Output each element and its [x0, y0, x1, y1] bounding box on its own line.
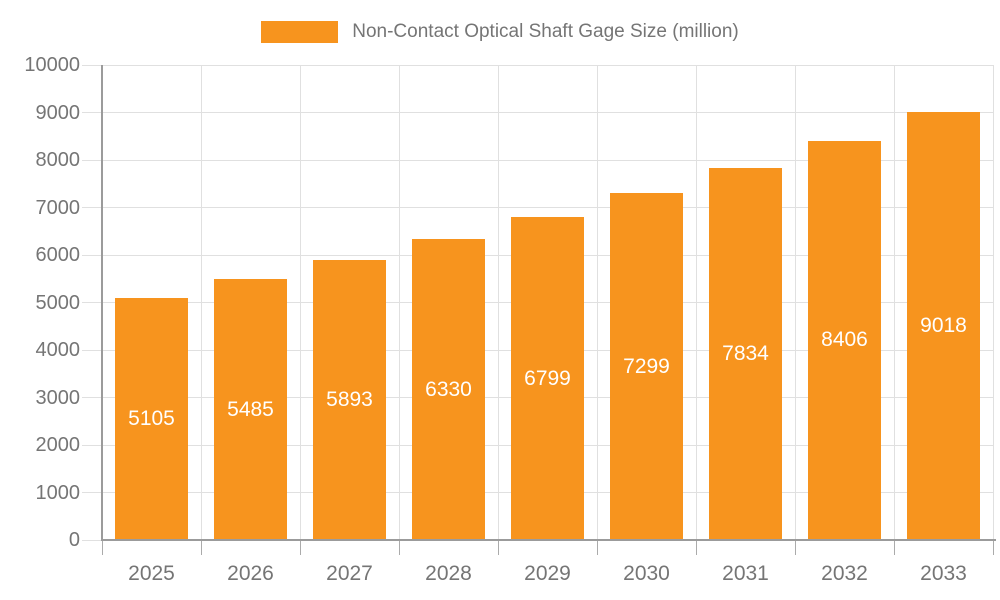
- gridline-vertical: [299, 65, 301, 540]
- gridline-vertical: [200, 65, 202, 540]
- y-axis-tick-label: 6000: [35, 244, 81, 266]
- x-axis-tick-label: 2032: [821, 562, 868, 585]
- y-axis-tick-mark: [82, 302, 102, 303]
- y-axis-tick-mark: [82, 207, 102, 208]
- y-axis-tick-label: 2000: [35, 434, 81, 456]
- bar-2029[interactable]: [511, 217, 584, 539]
- bar-2025[interactable]: [115, 297, 188, 539]
- bar-2027[interactable]: [313, 260, 386, 539]
- y-axis-tick-label: 8000: [35, 149, 81, 171]
- legend-label: Non-Contact Optical Shaft Gage Size (mil…: [352, 21, 739, 42]
- x-axis-tick-label: 2031: [722, 562, 769, 585]
- gridline-horizontal: [102, 112, 993, 113]
- x-axis-tick-mark: [992, 540, 994, 555]
- y-axis-tick-label: 10000: [24, 54, 80, 76]
- bar-2030[interactable]: [610, 193, 683, 539]
- x-axis-tick-label: 2029: [524, 562, 571, 585]
- y-axis-tick-label: 1000: [35, 481, 81, 504]
- y-axis-tick-mark: [82, 64, 102, 66]
- y-axis-tick-mark: [82, 159, 102, 161]
- x-axis-tick-label: 2030: [623, 562, 670, 585]
- y-axis-tick-label: 7000: [35, 196, 81, 219]
- gridline-vertical: [893, 65, 895, 540]
- y-axis-tick-mark: [82, 444, 102, 446]
- y-axis-tick-mark: [82, 539, 102, 541]
- y-axis-tick-label: 3000: [35, 386, 81, 409]
- gridline-horizontal: [102, 207, 993, 208]
- bar-2026[interactable]: [214, 279, 287, 539]
- x-axis-tick-mark: [695, 540, 697, 555]
- y-axis-tick-mark: [82, 349, 102, 351]
- x-axis-tick-mark: [299, 540, 301, 555]
- legend-item[interactable]: Non-Contact Optical Shaft Gage Size (mil…: [0, 14, 1000, 50]
- x-axis-line: [101, 539, 996, 541]
- x-axis-tick-mark: [794, 540, 796, 555]
- y-axis-tick-label: 5000: [35, 291, 81, 314]
- x-axis-tick-mark: [893, 540, 895, 555]
- bar-2033[interactable]: [907, 111, 980, 539]
- x-axis-tick-mark: [497, 540, 499, 555]
- x-axis-tick-label: 2026: [227, 562, 274, 585]
- x-axis-tick-label: 2027: [326, 562, 373, 585]
- y-axis-line: [101, 65, 103, 540]
- y-axis-tick-label: 9000: [35, 101, 81, 124]
- gridline-vertical: [596, 65, 598, 540]
- x-axis-tick-mark: [596, 540, 598, 555]
- bar-2028[interactable]: [412, 239, 485, 539]
- gridline-vertical: [992, 65, 994, 540]
- x-axis-tick-mark: [101, 540, 103, 555]
- gridline-vertical: [497, 65, 499, 540]
- y-axis-tick-label: 0: [68, 529, 80, 551]
- gridline-horizontal: [102, 159, 993, 161]
- x-axis-tick-label: 2025: [128, 562, 175, 585]
- y-axis-tick-mark: [82, 254, 102, 256]
- y-axis-tick-label: 4000: [35, 339, 81, 361]
- gridline-vertical: [398, 65, 400, 540]
- x-axis-tick-mark: [200, 540, 202, 555]
- bar-2031[interactable]: [709, 167, 782, 539]
- x-axis-tick-label: 2033: [920, 562, 967, 585]
- y-axis-tick-mark: [82, 397, 102, 398]
- gridline-vertical: [794, 65, 796, 540]
- gridline-vertical: [695, 65, 697, 540]
- x-axis-tick-label: 2028: [425, 562, 472, 585]
- legend-swatch: [261, 21, 339, 43]
- gridline-horizontal: [102, 64, 993, 66]
- x-axis-tick-mark: [398, 540, 400, 555]
- y-axis-tick-mark: [82, 492, 102, 493]
- bar-2032[interactable]: [808, 140, 881, 539]
- y-axis-tick-mark: [82, 112, 102, 113]
